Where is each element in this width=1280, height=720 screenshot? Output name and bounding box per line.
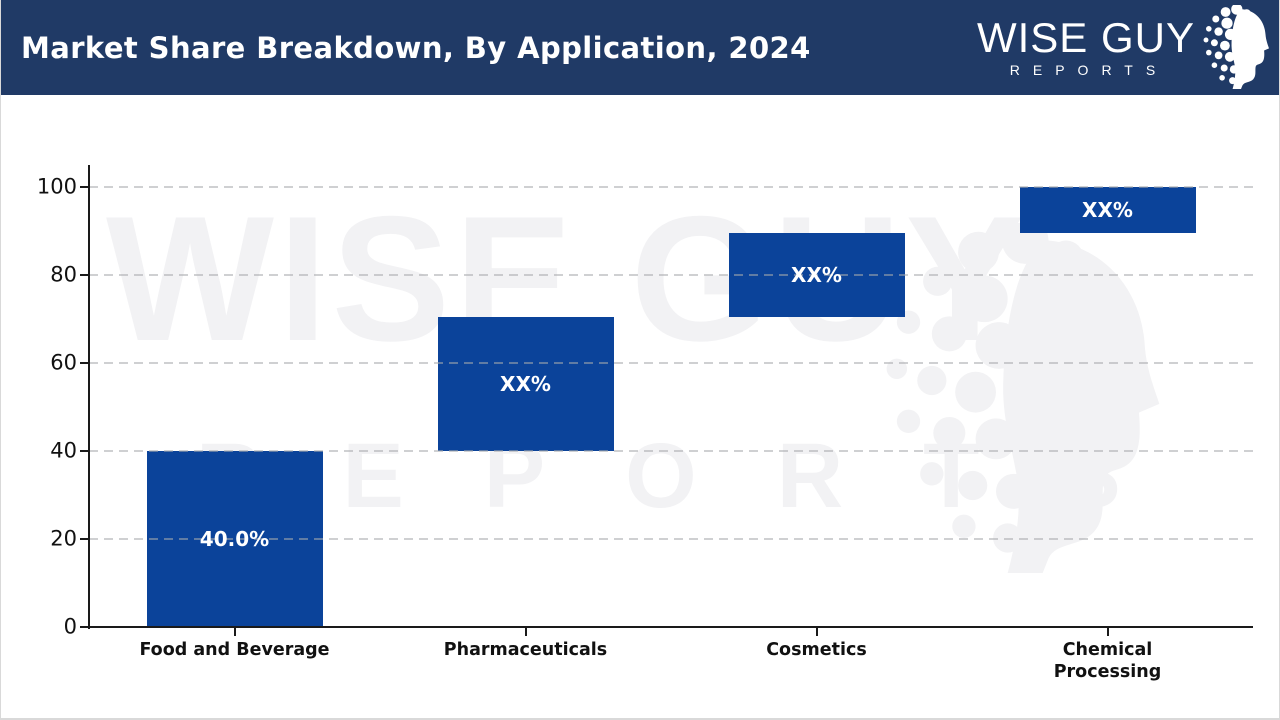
- bar-chemical-processing: [1019, 187, 1196, 234]
- brand-logo-text: WISE GUY REPORTS: [976, 14, 1195, 78]
- gridline-80: [89, 274, 1253, 276]
- gridline-40: [89, 450, 1253, 452]
- y-tick-label-40: 40: [50, 438, 77, 463]
- y-tick-0: [80, 626, 89, 628]
- x-tick-2: [815, 627, 818, 636]
- chart-area: WISE GUY REPORTS 0 20 40 60 80 100 40.0% Food a…: [1, 95, 1279, 718]
- x-category-label: Cosmetics: [766, 640, 867, 660]
- y-tick-40: [80, 450, 89, 452]
- y-tick-label-100: 100: [36, 174, 77, 199]
- bar-value-label: XX%: [791, 263, 842, 287]
- y-tick-20: [80, 538, 89, 540]
- y-tick-60: [80, 362, 89, 364]
- header: Market Share Breakdown, By Application, …: [1, 0, 1279, 95]
- brand-subtitle: REPORTS: [1009, 61, 1169, 78]
- bar-pharmaceuticals: [437, 316, 614, 451]
- x-category-label: Food and Beverage: [139, 640, 330, 660]
- y-tick-100: [80, 186, 89, 188]
- x-category-label: Chemical Processing: [1053, 640, 1162, 682]
- gridline-60: [89, 362, 1253, 364]
- y-tick-label-20: 20: [50, 526, 77, 551]
- brand-name: WISE GUY: [976, 14, 1195, 62]
- watermark-head-icon: [886, 223, 1160, 573]
- y-axis-line: [88, 165, 90, 629]
- x-category-label: Pharmaceuticals: [443, 640, 608, 660]
- x-tick-3: [1106, 627, 1109, 636]
- x-tick-0: [233, 627, 236, 636]
- gridline-100: [89, 186, 1253, 188]
- x-axis-line: [88, 626, 1253, 628]
- x-tick-1: [524, 627, 527, 636]
- gridline-20: [89, 538, 1253, 540]
- page-title: Market Share Breakdown, By Application, …: [21, 30, 811, 65]
- y-tick-label-0: 0: [63, 614, 77, 639]
- y-tick-label-80: 80: [50, 262, 77, 287]
- bar-value-label: XX%: [1082, 198, 1133, 223]
- bar-value-label: XX%: [500, 371, 551, 396]
- y-tick-label-60: 60: [50, 350, 77, 375]
- bar-value-label: 40.0%: [199, 527, 270, 551]
- wise-guy-head-icon: [1203, 5, 1269, 89]
- y-tick-80: [80, 274, 89, 276]
- brand-logo: WISE GUY REPORTS: [977, 5, 1271, 89]
